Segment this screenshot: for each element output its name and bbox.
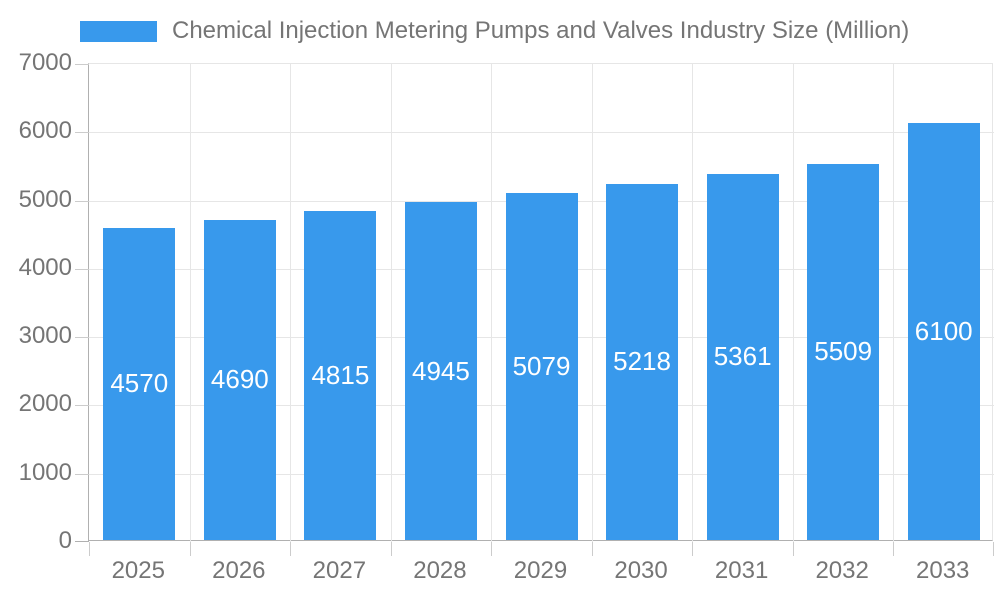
y-axis-label: 5000 <box>18 185 72 213</box>
y-axis-label: 2000 <box>18 390 72 418</box>
bar-value-label: 5361 <box>713 341 772 372</box>
x-gridline <box>491 64 493 542</box>
legend-label: Chemical Injection Metering Pumps and Va… <box>172 17 910 44</box>
x-axis-tick <box>89 542 90 556</box>
x-axis-tick <box>692 542 694 556</box>
x-axis-tick <box>390 542 392 556</box>
x-axis-tick <box>290 542 292 556</box>
y-axis-label: 4000 <box>18 253 72 281</box>
bar-2030: 5218 <box>606 183 679 540</box>
x-axis-label: 2025 <box>111 557 165 584</box>
x-axis-tick <box>189 542 191 556</box>
x-axis-label: 2031 <box>714 557 769 584</box>
x-gridline <box>792 64 794 542</box>
y-axis-tick <box>75 200 89 202</box>
bar-value-label: 4945 <box>412 355 470 386</box>
bar-value-label: 4570 <box>110 368 169 399</box>
bar-2032: 5509 <box>807 163 880 540</box>
x-axis-label: 2026 <box>212 557 266 584</box>
bar-2027: 4815 <box>304 211 377 540</box>
bar-2033: 6100 <box>907 123 980 540</box>
bar-value-label: 6100 <box>914 316 973 347</box>
y-axis-label: 1000 <box>18 458 72 486</box>
y-axis-tick <box>75 541 89 542</box>
bar-2029: 5079 <box>505 193 578 540</box>
y-axis-tick <box>75 132 89 134</box>
x-axis-label: 2028 <box>413 557 467 584</box>
bar-value-label: 5509 <box>814 336 873 367</box>
x-axis-tick <box>993 542 994 556</box>
x-axis-label: 2027 <box>312 557 367 584</box>
bar-2026: 4690 <box>203 219 276 540</box>
x-gridline <box>189 64 191 542</box>
x-axis-label: 2029 <box>513 557 568 584</box>
plot-area: 4570 4690 4815 4945 5079 5218 5361 5509 6100 <box>75 63 994 556</box>
x-axis-tick <box>792 542 794 556</box>
y-axis-tick <box>75 64 89 65</box>
y-axis-label: 3000 <box>18 322 72 350</box>
x-axis-tick <box>591 542 593 556</box>
chart-legend-item[interactable]: Chemical Injection Metering Pumps and Va… <box>80 17 909 45</box>
y-axis-tick <box>75 337 89 339</box>
bar-value-label: 5218 <box>613 346 671 377</box>
bar-value-label: 5079 <box>512 351 571 382</box>
y-gridline <box>89 132 994 134</box>
x-axis-label: 2030 <box>614 557 668 584</box>
x-axis-label: 2032 <box>815 557 869 584</box>
bar-2028: 4945 <box>404 202 477 540</box>
x-axis-label: 2033 <box>916 557 970 584</box>
bar-value-label: 4815 <box>311 360 370 391</box>
x-gridline <box>692 64 694 542</box>
y-axis-tick <box>75 405 89 407</box>
bar-value-label: 4690 <box>210 364 269 395</box>
y-axis-label: 6000 <box>18 117 72 145</box>
legend-swatch <box>80 20 157 42</box>
x-axis-tick <box>893 542 895 556</box>
bar-2025: 4570 <box>103 227 176 540</box>
bar-2031: 5361 <box>706 173 779 540</box>
y-axis-tick <box>75 473 89 475</box>
x-gridline <box>290 64 292 542</box>
y-axis-label: 7000 <box>18 49 72 76</box>
y-axis-tick <box>75 268 89 270</box>
x-gridline <box>390 64 392 542</box>
x-gridline <box>893 64 895 542</box>
x-axis-tick <box>491 542 493 556</box>
y-axis-label: 0 <box>58 527 72 554</box>
x-gridline <box>591 64 593 542</box>
